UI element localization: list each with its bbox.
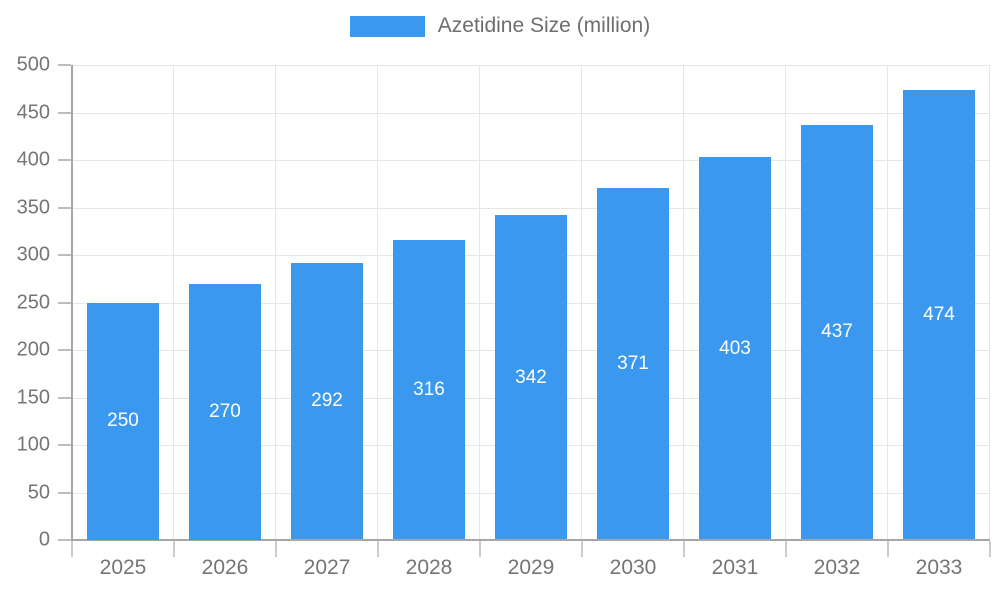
bar[interactable] xyxy=(801,125,873,539)
x-axis-label: 2030 xyxy=(609,556,657,579)
y-axis-label: 500 xyxy=(16,53,50,76)
y-tick xyxy=(58,112,71,114)
bar[interactable] xyxy=(495,215,567,539)
x-axis-label: 2029 xyxy=(507,556,555,579)
y-tick xyxy=(58,207,71,209)
bar-value-label: 437 xyxy=(821,321,853,342)
x-gridline xyxy=(479,65,480,540)
y-axis-label: 150 xyxy=(16,386,50,409)
legend-swatch xyxy=(349,15,425,37)
y-tick xyxy=(58,492,71,494)
bar[interactable] xyxy=(291,263,363,539)
y-tick xyxy=(58,444,71,446)
x-tick xyxy=(581,541,583,557)
x-axis-label: 2028 xyxy=(405,556,453,579)
y-tick xyxy=(58,64,71,66)
x-tick xyxy=(275,541,277,557)
x-tick xyxy=(683,541,685,557)
y-tick xyxy=(58,159,71,161)
y-gridline xyxy=(72,160,990,161)
y-axis-line xyxy=(71,65,73,556)
bar-value-label: 403 xyxy=(719,338,751,359)
y-gridline xyxy=(72,112,990,114)
y-axis-label: 450 xyxy=(16,101,50,124)
bar[interactable] xyxy=(597,188,669,539)
bar-value-label: 342 xyxy=(515,367,547,388)
x-gridline xyxy=(173,65,174,540)
x-gridline xyxy=(683,65,684,540)
y-axis-label: 300 xyxy=(16,243,50,266)
bar-value-label: 250 xyxy=(107,410,139,431)
x-gridline xyxy=(785,65,786,540)
y-tick xyxy=(58,397,71,399)
x-axis-label: 2027 xyxy=(303,556,351,579)
y-tick xyxy=(58,349,71,351)
bar-value-label: 316 xyxy=(413,379,445,400)
bar-value-label: 474 xyxy=(923,304,955,325)
x-axis-label: 2033 xyxy=(915,556,963,579)
x-gridline xyxy=(581,65,582,540)
y-gridline xyxy=(72,65,990,66)
x-tick xyxy=(989,541,991,557)
bar-value-label: 270 xyxy=(209,401,241,422)
y-axis-label: 50 xyxy=(27,481,50,504)
x-axis-label: 2032 xyxy=(813,556,861,579)
bar[interactable] xyxy=(87,303,159,540)
x-gridline xyxy=(989,65,990,540)
legend-label: Azetidine Size (million) xyxy=(437,14,651,37)
y-axis-label: 350 xyxy=(16,196,50,219)
x-tick xyxy=(377,541,379,557)
bar[interactable] xyxy=(903,90,975,539)
bar-value-label: 292 xyxy=(311,390,343,411)
x-tick xyxy=(173,541,175,557)
x-axis-label: 2031 xyxy=(711,556,759,579)
y-axis-label: 0 xyxy=(38,528,50,551)
bar[interactable] xyxy=(189,284,261,540)
y-tick xyxy=(58,539,71,541)
x-tick xyxy=(887,541,889,557)
x-axis-label: 2026 xyxy=(201,556,249,579)
x-tick xyxy=(479,541,481,557)
y-axis-label: 250 xyxy=(16,291,50,314)
x-gridline xyxy=(275,65,276,540)
bar[interactable] xyxy=(699,157,771,539)
x-tick xyxy=(785,541,787,557)
x-axis-label: 2025 xyxy=(99,556,147,579)
x-tick xyxy=(71,541,73,557)
y-gridline xyxy=(72,207,990,209)
y-axis-label: 200 xyxy=(16,338,50,361)
bar[interactable] xyxy=(393,240,465,539)
bar-value-label: 371 xyxy=(617,353,649,374)
y-tick xyxy=(58,254,71,256)
x-gridline xyxy=(377,65,378,540)
x-gridline xyxy=(887,65,888,540)
y-tick xyxy=(58,302,71,304)
y-axis-label: 400 xyxy=(16,148,50,171)
y-axis-label: 100 xyxy=(16,433,50,456)
x-axis-line xyxy=(58,539,990,541)
legend-item[interactable]: Azetidine Size (million) xyxy=(0,14,1000,38)
